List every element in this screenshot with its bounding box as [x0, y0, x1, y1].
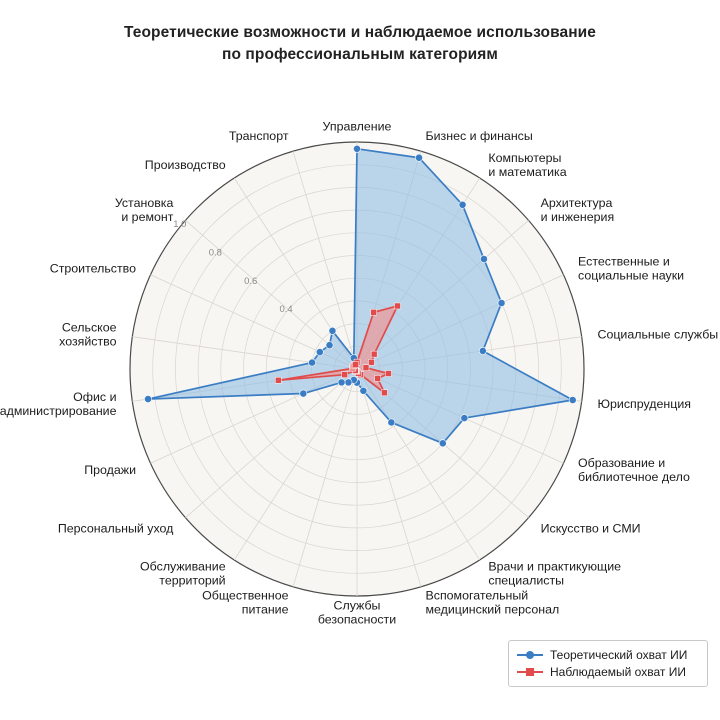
category-label-15: Продажи	[84, 463, 136, 477]
category-label-9: Врачи и практикующие специалисты	[488, 560, 621, 588]
category-labels: Управление Бизнес и финансы Компьютеры и ма…	[0, 119, 718, 626]
category-label-3: Архитектура и инженерия	[541, 196, 615, 224]
category-label-0: Управление	[323, 119, 392, 133]
category-label-10: Вспомогательный медицинский персонал	[426, 589, 560, 617]
radial-tick-1.0: 1.0	[173, 219, 186, 230]
radial-tick-0.6: 0.6	[244, 276, 257, 287]
category-label-21: Транспорт	[229, 129, 289, 143]
legend-label-theoretical: Теоретический охват ИИ	[550, 647, 688, 662]
category-label-20: Производство	[145, 158, 226, 172]
chart-title: Теоретические возможности и наблюдаемое …	[0, 22, 720, 66]
category-label-2: Компьютеры и математика	[488, 151, 566, 179]
legend-label-observed: Наблюдаемый охват ИИ	[550, 664, 686, 679]
radial-tick-labels: 0.4 0.6 0.8 1.0	[173, 219, 293, 315]
category-label-5: Социальные службы	[598, 328, 719, 342]
category-label-7: Образование и библиотечное дело	[578, 456, 690, 484]
category-label-6: Юриспруденция	[598, 397, 691, 411]
category-label-1: Бизнес и финансы	[426, 129, 533, 143]
category-label-11: Службы безопасности	[318, 598, 396, 626]
category-label-12: Общественное питание	[202, 589, 288, 617]
chart-title-line-2: по профессиональным категориям	[222, 46, 498, 63]
category-label-17: Сельское хозяйство	[59, 321, 116, 349]
legend-marker-square-icon	[517, 666, 543, 678]
category-label-14: Персональный уход	[58, 521, 174, 535]
radial-tick-0.4: 0.4	[279, 304, 292, 315]
series-polygons	[144, 144, 577, 448]
chart-title-line-1: Теоретические возможности и наблюдаемое …	[123, 24, 597, 41]
chart-legend: Теоретический охват ИИ Наблюдаемый охват…	[508, 640, 708, 687]
category-label-16: Офис и администрирование	[0, 390, 117, 418]
category-label-18: Строительство	[50, 261, 136, 275]
category-label-4: Естественные и социальные науки	[578, 254, 684, 282]
legend-marker-circle-icon	[517, 649, 543, 661]
category-label-8: Искусство и СМИ	[541, 521, 641, 535]
category-label-19: Установка и ремонт	[115, 196, 174, 224]
legend-item-observed[interactable]: Наблюдаемый охват ИИ	[517, 663, 699, 680]
radial-tick-0.8: 0.8	[209, 248, 222, 259]
legend-item-theoretical[interactable]: Теоретический охват ИИ	[517, 646, 699, 663]
category-label-13: Обслуживание территорий	[140, 560, 226, 588]
